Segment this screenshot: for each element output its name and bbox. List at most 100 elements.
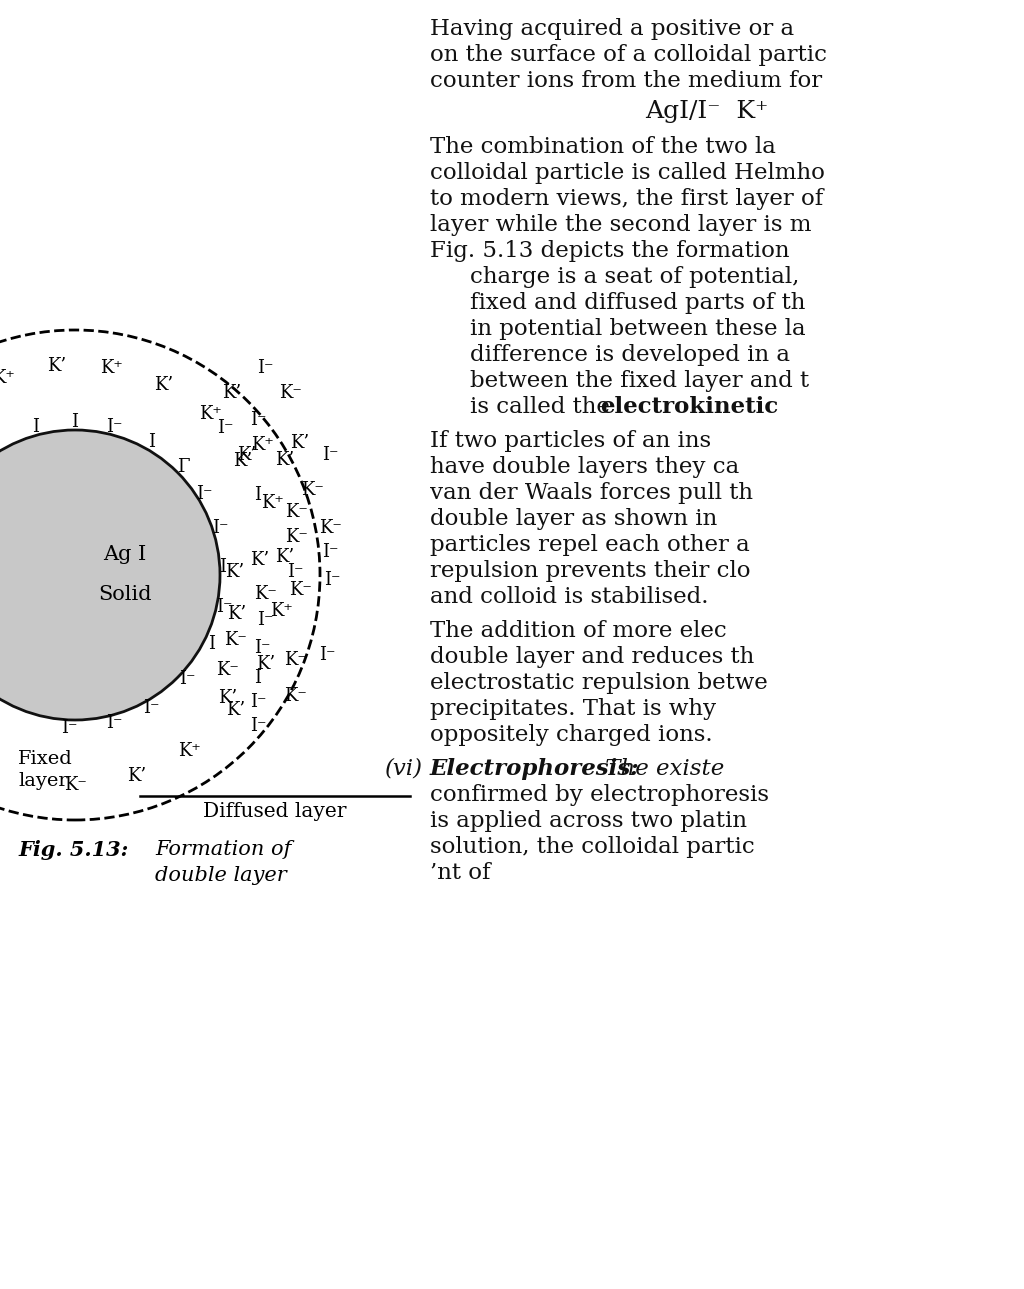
Text: I⁻: I⁻ [197,485,213,503]
Text: oppositely charged ions.: oppositely charged ions. [430,724,713,746]
Text: I⁻: I⁻ [254,639,270,657]
Text: double layer: double layer [155,866,287,886]
Text: electrostatic repulsion betwe: electrostatic repulsion betwe [430,672,768,693]
Text: K’: K’ [274,548,294,566]
Text: K⁻: K⁻ [318,519,341,538]
Text: colloidal particle is called Helmho: colloidal particle is called Helmho [430,162,825,184]
Text: K’: K’ [218,690,238,706]
Text: K’: K’ [291,434,309,452]
Text: K’: K’ [222,384,242,402]
Text: K’: K’ [256,655,275,673]
Text: I⁻: I⁻ [322,446,338,464]
Text: AgI/I⁻  K⁺: AgI/I⁻ K⁺ [645,101,769,122]
Text: layer while the second layer is m: layer while the second layer is m [430,214,811,236]
Text: K’: K’ [238,446,257,464]
Text: K’: K’ [227,605,247,623]
Text: K⁻: K⁻ [301,481,324,499]
Text: is called the: is called the [470,396,617,418]
Text: Formation of: Formation of [155,840,292,858]
Text: counter ions from the medium for: counter ions from the medium for [430,70,822,92]
Text: K⁺: K⁺ [270,602,293,620]
Text: electrokinetic: electrokinetic [600,396,778,418]
Text: van der Waals forces pull th: van der Waals forces pull th [430,482,753,504]
Text: I: I [255,669,261,687]
Text: I⁻: I⁻ [250,411,266,429]
Text: Diffused layer: Diffused layer [203,802,347,821]
Text: I⁻: I⁻ [106,418,123,436]
Text: K⁻: K⁻ [279,384,301,402]
Text: on the surface of a colloidal partic: on the surface of a colloidal partic [430,44,827,66]
Text: have double layers they ca: have double layers they ca [430,456,739,478]
Text: K⁻: K⁻ [254,585,276,603]
Text: K’: K’ [47,357,67,375]
Text: K⁻: K⁻ [285,528,307,547]
Text: precipitates. That is why: precipitates. That is why [430,699,716,721]
Text: double layer and reduces th: double layer and reduces th [430,646,755,668]
Text: I⁻: I⁻ [143,699,160,717]
Text: K’: K’ [233,452,253,470]
Text: Fig. 5.13:: Fig. 5.13: [18,840,128,860]
Text: charge is a seat of potential,: charge is a seat of potential, [470,266,800,287]
Text: and colloid is stabilised.: and colloid is stabilised. [430,586,709,608]
Text: K⁺: K⁺ [199,405,221,423]
Text: K⁺: K⁺ [178,742,201,761]
Text: I⁻: I⁻ [250,693,266,712]
Text: I: I [32,418,39,436]
Circle shape [0,431,220,721]
Text: (vi): (vi) [385,758,423,780]
Text: Ag I: Ag I [103,545,146,565]
Text: I⁻: I⁻ [212,518,228,536]
Text: K⁻: K⁻ [284,651,306,669]
Text: I⁻: I⁻ [178,670,196,688]
Text: I⁻: I⁻ [257,360,273,376]
Text: layer: layer [18,772,68,790]
Text: Electrophoresis:: Electrophoresis: [430,758,640,780]
Text: between the fixed layer and t: between the fixed layer and t [470,370,809,392]
Text: I⁻: I⁻ [217,419,233,437]
Text: K⁺: K⁺ [100,360,123,378]
Text: K⁺: K⁺ [0,369,14,387]
Text: K’: K’ [127,767,146,785]
Text: Fig. 5.13 depicts the formation: Fig. 5.13 depicts the formation [430,240,790,262]
Text: Solid: Solid [98,585,152,605]
Text: K⁺: K⁺ [261,494,284,512]
Text: K⁺: K⁺ [251,436,273,454]
Text: K’: K’ [155,375,173,393]
Text: I⁻: I⁻ [61,719,78,737]
Text: I⁻: I⁻ [216,598,232,616]
Text: confirmed by electrophoresis: confirmed by electrophoresis [430,784,769,806]
Text: I⁻: I⁻ [250,717,266,735]
Text: I⁻: I⁻ [324,571,340,589]
Text: The addition of more elec: The addition of more elec [430,620,727,642]
Text: double layer as shown in: double layer as shown in [430,508,717,530]
Text: If two particles of an ins: If two particles of an ins [430,431,711,452]
Text: K⁻: K⁻ [223,632,247,648]
Text: K’: K’ [225,563,245,581]
Text: The existe: The existe [598,758,724,780]
Text: I⁻: I⁻ [257,611,273,629]
Text: Fixed: Fixed [18,750,73,768]
Text: in potential between these la: in potential between these la [470,318,806,340]
Text: Having acquired a positive or a: Having acquired a positive or a [430,18,795,40]
Text: K’: K’ [275,451,295,469]
Text: I⁻: I⁻ [106,714,123,732]
Text: K’: K’ [251,550,269,568]
Text: K⁻: K⁻ [63,776,86,794]
Text: I: I [208,635,215,654]
Text: K⁻: K⁻ [216,661,239,679]
Text: fixed and diffused parts of th: fixed and diffused parts of th [470,293,805,315]
Text: is applied across two platin: is applied across two platin [430,809,746,831]
Text: I: I [148,433,155,451]
Text: difference is developed in a: difference is developed in a [470,344,790,366]
Text: K’: K’ [226,701,246,719]
Text: I⁻: I⁻ [287,563,303,581]
Text: repulsion prevents their clo: repulsion prevents their clo [430,559,751,583]
Text: ’nt of: ’nt of [430,862,490,884]
Text: I: I [255,486,261,504]
Text: I⁻: I⁻ [318,646,335,664]
Text: K⁻: K⁻ [285,503,307,521]
Text: The combination of the two la: The combination of the two la [430,137,776,159]
Text: K⁻: K⁻ [284,687,306,705]
Text: I⁻: I⁻ [219,558,237,576]
Text: Γ: Γ [177,458,189,476]
